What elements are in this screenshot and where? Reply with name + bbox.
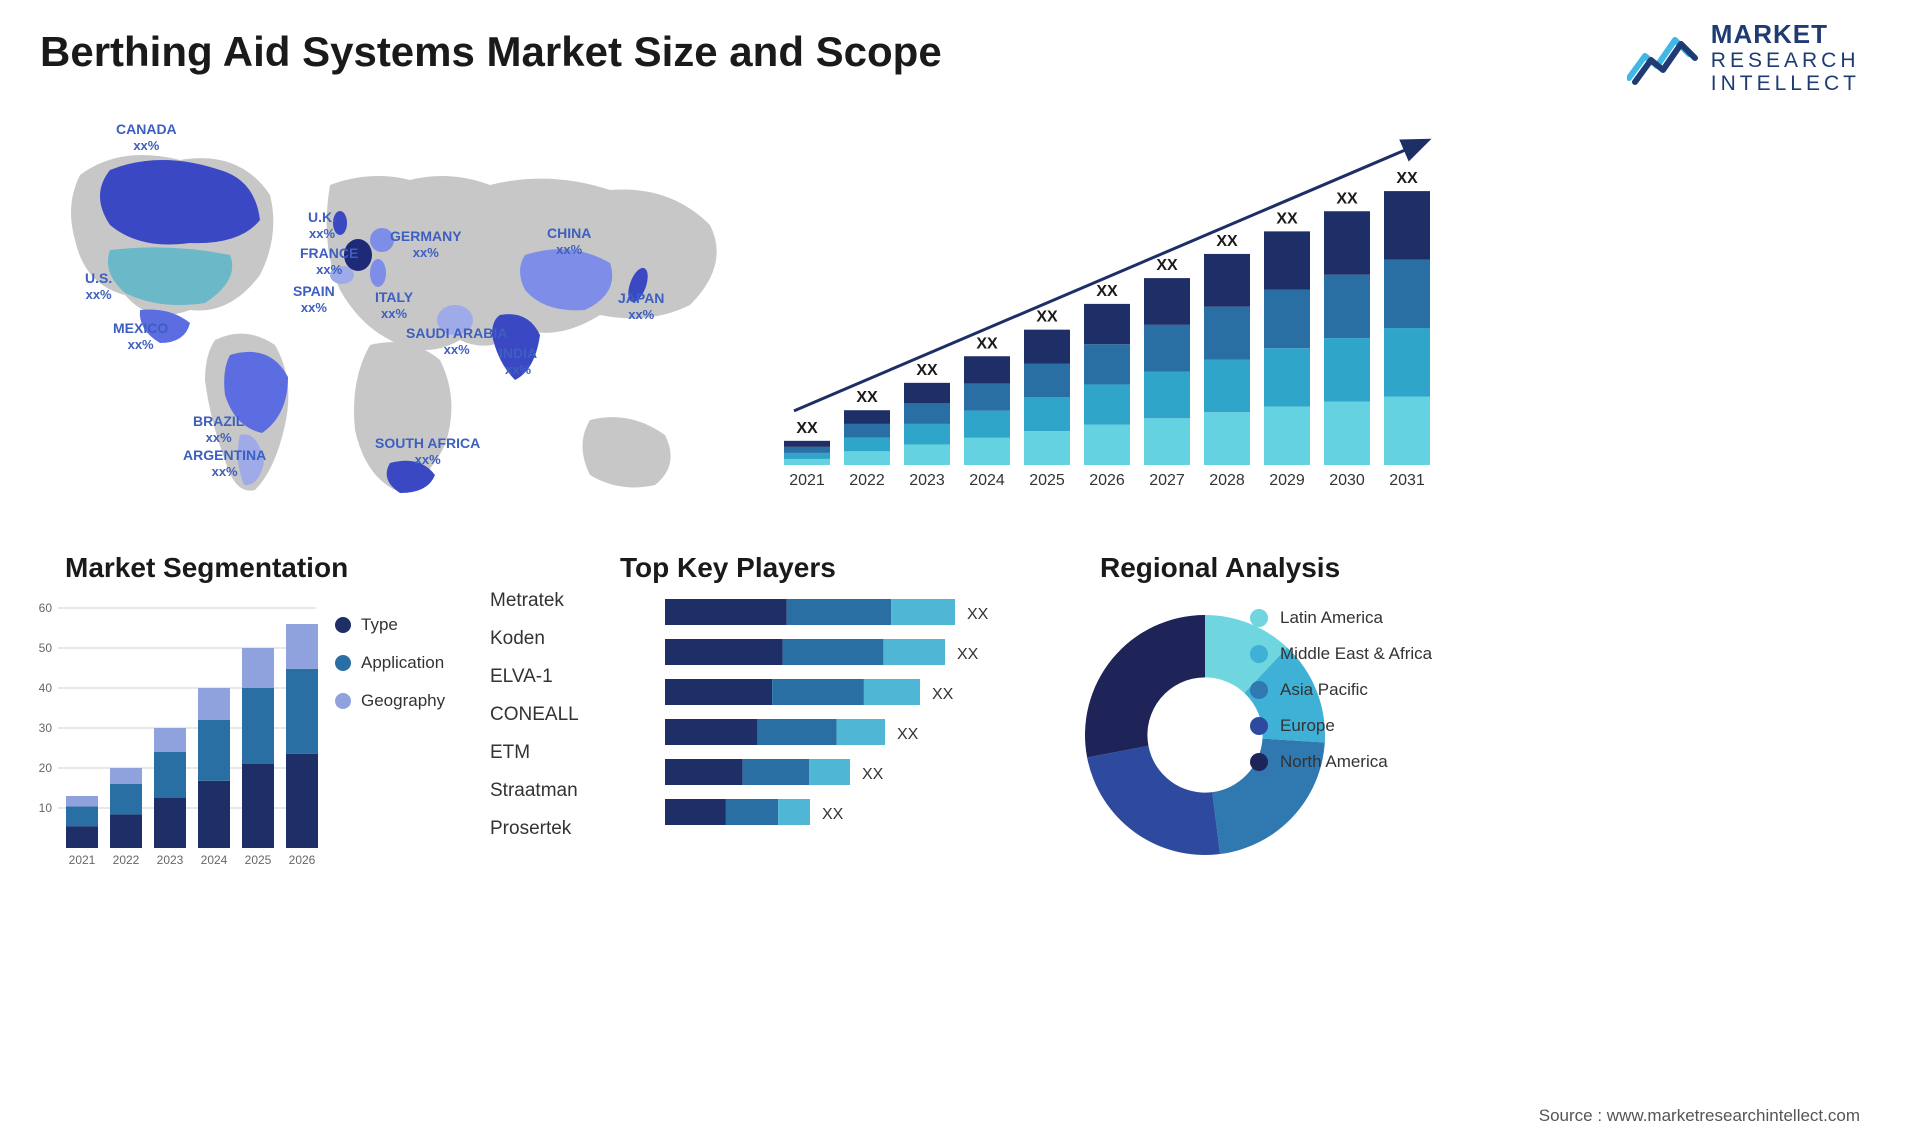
key-players-title: Top Key Players xyxy=(620,552,836,584)
svg-text:XX: XX xyxy=(1036,309,1058,326)
svg-text:2023: 2023 xyxy=(157,853,184,867)
regional-legend-item: Middle East & Africa xyxy=(1250,644,1432,664)
map-country-label: JAPANxx% xyxy=(618,290,664,323)
map-country-label: MEXICOxx% xyxy=(113,320,168,353)
regional-title: Regional Analysis xyxy=(1100,552,1340,584)
svg-text:XX: XX xyxy=(897,726,919,743)
company-list-item: ETM xyxy=(490,742,579,764)
svg-text:40: 40 xyxy=(39,681,53,695)
company-list-item: CONEALL xyxy=(490,704,579,726)
svg-text:2026: 2026 xyxy=(1089,472,1125,489)
svg-text:30: 30 xyxy=(39,721,53,735)
svg-text:2024: 2024 xyxy=(969,472,1005,489)
brand-logo: MARKET RESEARCH INTELLECT xyxy=(1627,20,1860,95)
svg-text:XX: XX xyxy=(1156,257,1178,274)
map-country-label: SPAINxx% xyxy=(293,283,335,316)
svg-text:2025: 2025 xyxy=(1029,472,1065,489)
segmentation-legend: Type Application Geography xyxy=(335,615,445,729)
svg-text:XX: XX xyxy=(1276,210,1298,227)
svg-text:2028: 2028 xyxy=(1209,472,1245,489)
svg-text:2021: 2021 xyxy=(69,853,96,867)
map-country-label: U.S.xx% xyxy=(85,270,112,303)
regional-legend-item: North America xyxy=(1250,752,1432,772)
map-country-label: CANADAxx% xyxy=(116,121,177,154)
svg-text:2022: 2022 xyxy=(849,472,885,489)
map-country-label: ITALYxx% xyxy=(375,289,413,322)
svg-text:2021: 2021 xyxy=(789,472,825,489)
company-list-item: Metratek xyxy=(490,590,579,612)
logo-mark-icon xyxy=(1627,28,1699,86)
svg-text:XX: XX xyxy=(1096,283,1118,300)
svg-text:XX: XX xyxy=(916,362,938,379)
svg-text:2030: 2030 xyxy=(1329,472,1365,489)
map-country-label: U.K.xx% xyxy=(308,209,336,242)
company-list-item: ELVA-1 xyxy=(490,666,579,688)
map-country-label: BRAZILxx% xyxy=(193,413,244,446)
key-players-chart: XX XX XX XX XX XX xyxy=(665,595,1035,855)
source-attribution: Source : www.marketresearchintellect.com xyxy=(1539,1106,1860,1126)
svg-text:XX: XX xyxy=(1216,233,1238,250)
svg-text:2027: 2027 xyxy=(1149,472,1185,489)
svg-text:XX: XX xyxy=(856,389,878,406)
world-map: CANADAxx% U.S.xx%MEXICOxx% BRAZILxx%ARGENT… xyxy=(30,115,760,515)
svg-text:2024: 2024 xyxy=(201,853,228,867)
svg-text:50: 50 xyxy=(39,641,53,655)
logo-line1: MARKET xyxy=(1711,20,1860,49)
svg-text:10: 10 xyxy=(39,801,53,815)
map-country-label: FRANCExx% xyxy=(300,245,358,278)
logo-line2: RESEARCH xyxy=(1711,49,1860,72)
segmentation-legend-item: Type xyxy=(335,615,445,635)
svg-text:XX: XX xyxy=(796,420,818,437)
svg-text:60: 60 xyxy=(39,601,53,615)
map-country-label: INDIAxx% xyxy=(499,345,537,378)
regional-legend-item: Latin America xyxy=(1250,608,1432,628)
svg-text:XX: XX xyxy=(862,766,884,783)
map-country-label: SOUTH AFRICAxx% xyxy=(375,435,480,468)
svg-text:2031: 2031 xyxy=(1389,472,1425,489)
map-country-label: CHINAxx% xyxy=(547,225,591,258)
segmentation-legend-item: Application xyxy=(335,653,445,673)
svg-text:XX: XX xyxy=(1336,190,1358,207)
svg-text:20: 20 xyxy=(39,761,53,775)
company-list: Metratek Koden ELVA-1 CONEALL ETM Straatman Pr… xyxy=(490,590,579,856)
svg-text:XX: XX xyxy=(967,606,989,623)
svg-text:2026: 2026 xyxy=(289,853,316,867)
company-list-item: Koden xyxy=(490,628,579,650)
main-forecast-chart: XX2021XX2022XX2023XX2024XX2025XX2026XX20… xyxy=(780,115,1445,480)
svg-text:XX: XX xyxy=(932,686,954,703)
map-country-label: GERMANYxx% xyxy=(390,228,462,261)
map-country-label: ARGENTINAxx% xyxy=(183,447,266,480)
svg-text:XX: XX xyxy=(822,806,844,823)
svg-text:2023: 2023 xyxy=(909,472,945,489)
company-list-item: Straatman xyxy=(490,780,579,802)
svg-text:XX: XX xyxy=(976,335,998,352)
map-country-label: SAUDI ARABIAxx% xyxy=(406,325,507,358)
segmentation-legend-item: Geography xyxy=(335,691,445,711)
svg-text:XX: XX xyxy=(957,646,979,663)
svg-text:2025: 2025 xyxy=(245,853,272,867)
logo-line3: INTELLECT xyxy=(1711,72,1860,95)
svg-text:2022: 2022 xyxy=(113,853,140,867)
svg-text:XX: XX xyxy=(1396,170,1418,187)
logo-text: MARKET RESEARCH INTELLECT xyxy=(1711,20,1860,95)
svg-text:2029: 2029 xyxy=(1269,472,1305,489)
regional-legend: Latin America Middle East & Africa Asia Pa… xyxy=(1250,608,1432,788)
regional-legend-item: Europe xyxy=(1250,716,1432,736)
regional-legend-item: Asia Pacific xyxy=(1250,680,1432,700)
company-list-item: Prosertek xyxy=(490,818,579,840)
segmentation-chart: 10 20 30 40 50 60 2021 2022 2023 2024 2025 2026 xyxy=(30,600,320,870)
page-title: Berthing Aid Systems Market Size and Sco… xyxy=(40,28,942,76)
segmentation-title: Market Segmentation xyxy=(65,552,348,584)
